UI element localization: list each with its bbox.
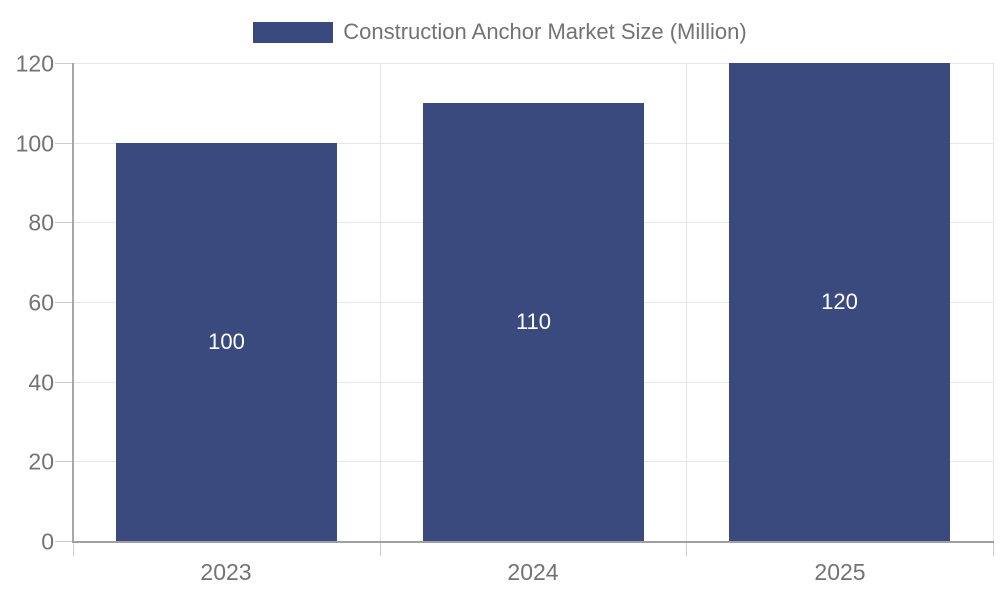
- y-axis-tick: [55, 143, 73, 144]
- y-axis-tick: [55, 382, 73, 383]
- x-axis-tick: [73, 543, 74, 556]
- y-axis-label: 40: [28, 369, 54, 396]
- bar-2023[interactable]: 100: [116, 143, 337, 541]
- gridline-horizontal: [73, 63, 993, 64]
- y-axis-line: [72, 63, 74, 543]
- x-axis-label-2025: 2025: [814, 559, 866, 585]
- bar-value-label: 110: [515, 309, 552, 334]
- x-axis-tick: [686, 543, 687, 556]
- y-axis-label: 80: [28, 209, 54, 236]
- gridline-vertical: [993, 63, 994, 541]
- x-axis-tick: [380, 543, 381, 556]
- y-axis-label: 20: [28, 448, 54, 475]
- gridline-vertical: [380, 63, 381, 541]
- y-axis-label: 60: [28, 289, 54, 316]
- legend[interactable]: Construction Anchor Market Size (Million…: [0, 20, 1000, 44]
- gridline-vertical: [686, 63, 687, 541]
- x-axis-tick: [993, 543, 994, 556]
- x-axis-label-2023: 2023: [200, 559, 252, 585]
- y-axis-tick: [55, 222, 73, 223]
- y-axis-label: 120: [15, 50, 54, 77]
- x-axis-line: [72, 541, 994, 543]
- bar-2024[interactable]: 110: [423, 103, 644, 541]
- bar-value-label: 120: [821, 289, 858, 314]
- y-axis-tick: [55, 461, 73, 462]
- bar-value-label: 100: [208, 329, 245, 354]
- y-axis-label: 0: [41, 528, 54, 555]
- x-axis-label-2024: 2024: [507, 559, 559, 585]
- y-axis-tick: [55, 541, 73, 542]
- y-axis-tick: [55, 302, 73, 303]
- y-axis-label: 100: [15, 130, 54, 157]
- bar-2025[interactable]: 120: [729, 63, 950, 541]
- legend-series-label: Construction Anchor Market Size (Million…: [343, 19, 747, 44]
- y-axis-tick: [55, 63, 73, 64]
- legend-swatch-icon: [253, 21, 334, 43]
